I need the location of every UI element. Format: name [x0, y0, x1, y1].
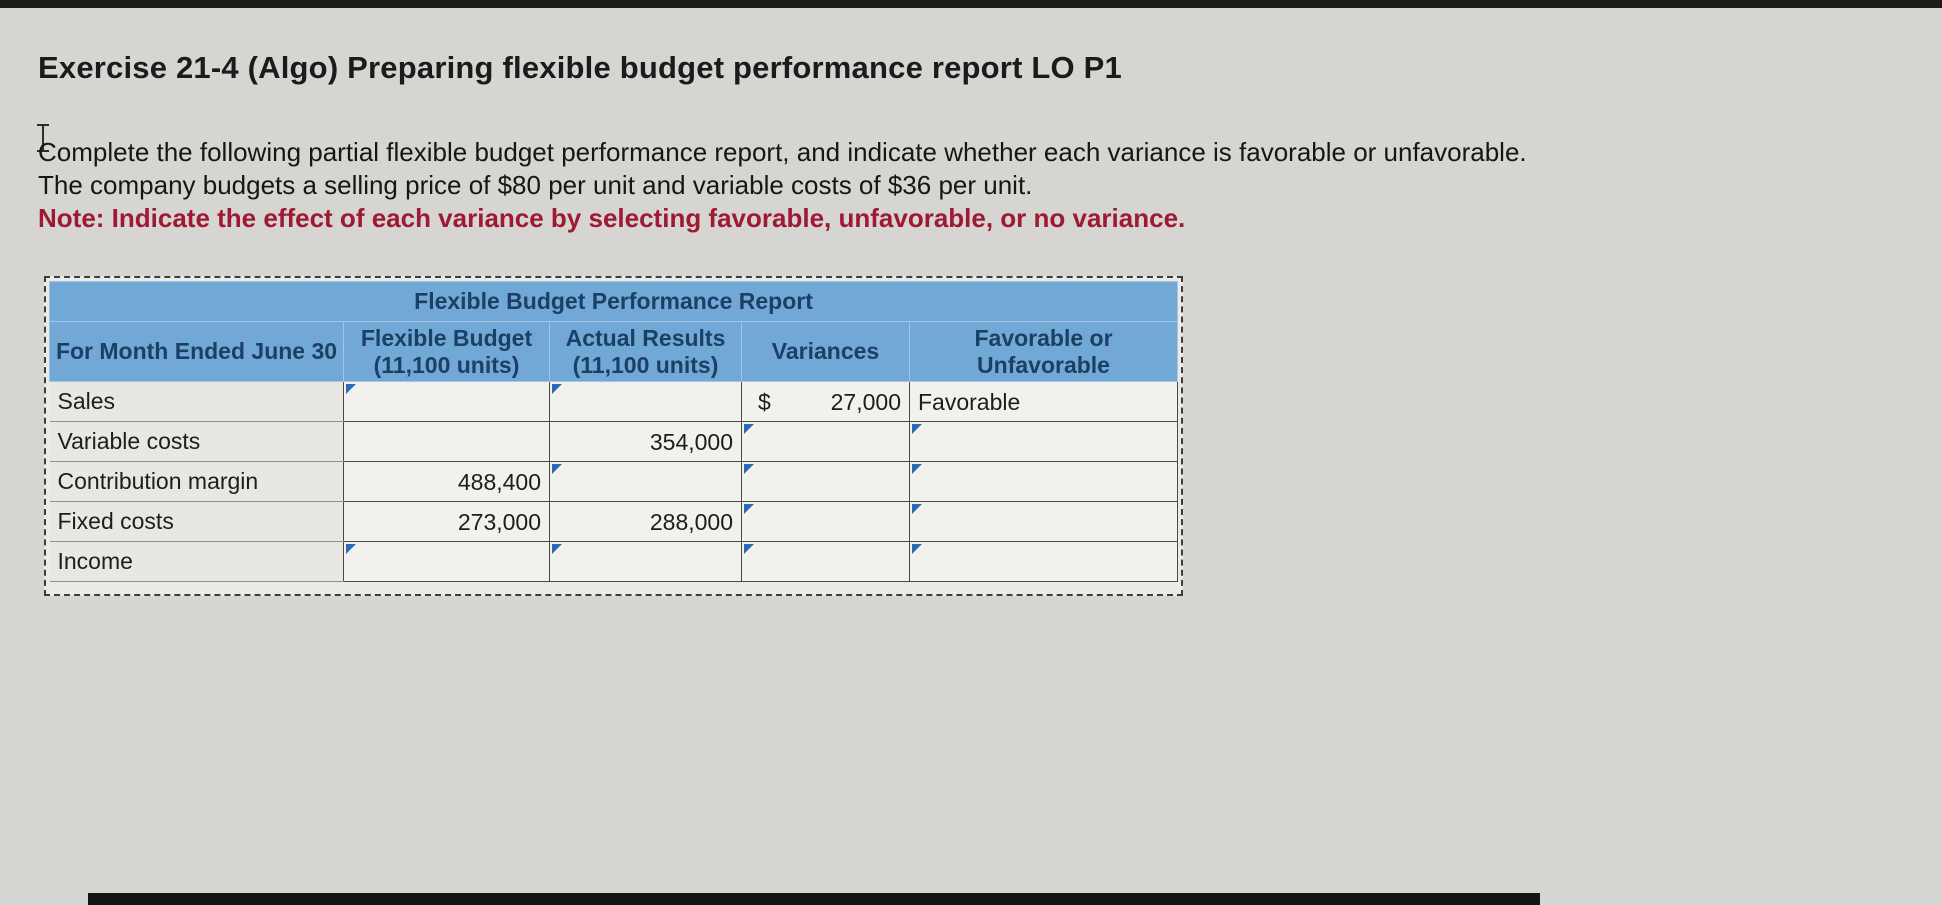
table-row-contribution-margin: Contribution margin 488,400 [49, 461, 1179, 502]
cell-value: Favorable [918, 388, 1021, 415]
input-marker-icon [552, 384, 562, 394]
input-marker-icon [552, 544, 562, 554]
row-label-fixed-costs: Fixed costs [49, 501, 344, 542]
input-marker-icon [744, 544, 754, 554]
input-cell-contribution-margin-actual-results[interactable] [549, 461, 742, 502]
select-cell-income-effect[interactable] [908, 541, 1179, 582]
select-cell-sales-effect[interactable]: Favorable [908, 381, 1179, 422]
input-cell-income-actual-results[interactable] [549, 541, 742, 582]
table-row-fixed-costs: Fixed costs 273,000 288,000 [49, 501, 1179, 542]
page-title: Exercise 21-4 (Algo) Preparing flexible … [38, 50, 1122, 85]
input-cell-contribution-margin-flexible-budget[interactable]: 488,400 [343, 461, 550, 502]
column-header-actual-results: Actual Results (11,100 units) [549, 321, 742, 382]
note-text: Note: Indicate the effect of each varian… [38, 203, 1186, 233]
input-cell-income-flexible-budget[interactable] [343, 541, 550, 582]
input-marker-icon [346, 384, 356, 394]
column-header-variances: Variances [741, 321, 910, 382]
input-cell-variable-costs-flexible-budget[interactable] [343, 421, 550, 462]
input-cell-fixed-costs-flexible-budget[interactable]: 273,000 [343, 501, 550, 542]
instructions-line-1: Complete the following partial flexible … [38, 137, 1527, 167]
table-title: Flexible Budget Performance Report [48, 281, 1179, 322]
select-cell-variable-costs-effect[interactable] [908, 421, 1179, 462]
cell-value: 273,000 [457, 508, 541, 535]
instructions-block: Complete the following partial flexible … [38, 136, 1598, 235]
column-header-flexible-budget: Flexible Budget (11,100 units) [343, 321, 550, 382]
cell-value: 27,000 [830, 388, 901, 415]
input-cell-sales-actual-results[interactable] [549, 381, 742, 422]
text-cursor-icon [36, 124, 50, 152]
select-cell-contribution-margin-effect[interactable] [908, 461, 1179, 502]
input-marker-icon [912, 544, 922, 554]
row-label-variable-costs: Variable costs [49, 421, 344, 462]
table-row-variable-costs: Variable costs 354,000 [49, 421, 1179, 462]
input-cell-sales-variance[interactable]: $ 27,000 [741, 381, 910, 422]
cell-value: 354,000 [649, 428, 733, 455]
input-marker-icon [912, 504, 922, 514]
input-marker-icon [912, 424, 922, 434]
input-cell-income-variance[interactable] [741, 541, 910, 582]
input-marker-icon [744, 424, 754, 434]
bottom-window-edge [88, 893, 1540, 905]
input-marker-icon [744, 504, 754, 514]
flexible-budget-table: Flexible Budget Performance Report For M… [48, 281, 1179, 582]
input-marker-icon [744, 464, 754, 474]
input-cell-fixed-costs-actual-results[interactable]: 288,000 [549, 501, 742, 542]
input-cell-variable-costs-actual-results[interactable]: 354,000 [549, 421, 742, 462]
input-cell-sales-flexible-budget[interactable] [343, 381, 550, 422]
cell-value: 288,000 [649, 508, 733, 535]
column-header-effect: Favorable or Unfavorable [908, 321, 1179, 382]
cell-value: 488,400 [457, 468, 541, 495]
input-marker-icon [912, 464, 922, 474]
input-marker-icon [346, 544, 356, 554]
input-cell-variable-costs-variance[interactable] [741, 421, 910, 462]
input-marker-icon [552, 464, 562, 474]
row-label-sales: Sales [49, 381, 344, 422]
top-window-edge [0, 0, 1942, 8]
select-cell-fixed-costs-effect[interactable] [908, 501, 1179, 542]
currency-symbol: $ [758, 388, 771, 415]
row-label-contribution-margin: Contribution margin [49, 461, 344, 502]
input-cell-fixed-costs-variance[interactable] [741, 501, 910, 542]
column-header-month: For Month Ended June 30 [49, 321, 344, 382]
table-row-sales: Sales $ 27,000 [49, 381, 1179, 422]
input-cell-contribution-margin-variance[interactable] [741, 461, 910, 502]
row-label-income: Income [49, 541, 344, 582]
instructions-line-2: The company budgets a selling price of $… [38, 170, 1033, 200]
report-selection-region: Flexible Budget Performance Report For M… [44, 276, 1184, 596]
table-row-income: Income [49, 541, 1179, 582]
